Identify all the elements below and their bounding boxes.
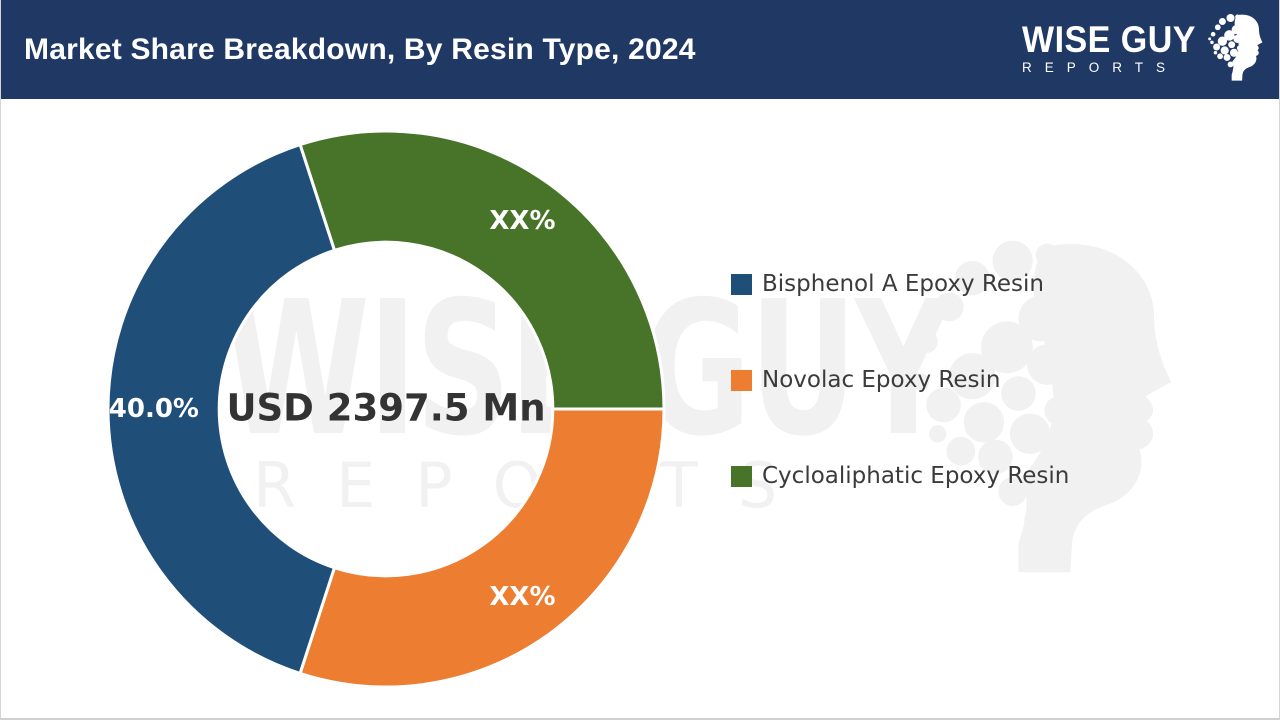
logo-wordmark: WISE GUY (1021, 19, 1196, 61)
chart-area: WISE GUY REPORTS XX%XX%40.0% USD 2397.5 … (1, 99, 1279, 718)
legend-swatch-icon (731, 465, 752, 487)
donut-slice-0 (298, 129, 666, 411)
donut-center-label: USD 2397.5 Mn (226, 387, 545, 430)
legend-label: Cycloaliphatic Epoxy Resin (762, 463, 1070, 489)
legend-label: Bisphenol A Epoxy Resin (762, 271, 1044, 297)
legend-item-2: Cycloaliphatic Epoxy Resin (731, 461, 1069, 491)
header: Market Share Breakdown, By Resin Type, 2… (1, 0, 1279, 99)
donut-slice-2 (106, 143, 336, 675)
legend-item-0: Bisphenol A Epoxy Resin (731, 269, 1069, 299)
legend-item-1: Novolac Epoxy Resin (731, 365, 1069, 395)
donut-chart: XX% XX% 40.0% USD 2397.5 Mn (106, 129, 666, 689)
donut-slice-1 (298, 407, 666, 689)
logo-head-icon (1205, 12, 1263, 82)
slices-group: XX% XX% 40.0% (106, 129, 666, 689)
wise-guy-logo: WISE GUY REPORTS (1022, 14, 1263, 82)
legend-label: Novolac Epoxy Resin (762, 367, 1001, 393)
legend-swatch-icon (731, 369, 752, 391)
watermark-subtitle: REPORTS (253, 455, 817, 517)
donut-slice-label-2: 40.0% (109, 394, 199, 424)
legend-swatch-icon (731, 273, 752, 295)
logo-subtitle: REPORTS (1021, 60, 1178, 76)
donut-slice-label-1: XX% (489, 582, 555, 612)
legend: Bisphenol A Epoxy Resin Novolac Epoxy Res… (731, 269, 1069, 491)
logo-text: WISE GUY REPORTS (1022, 21, 1211, 75)
page-title: Market Share Breakdown, By Resin Type, 2… (24, 32, 696, 66)
donut-slice-label-0: XX% (489, 206, 555, 236)
